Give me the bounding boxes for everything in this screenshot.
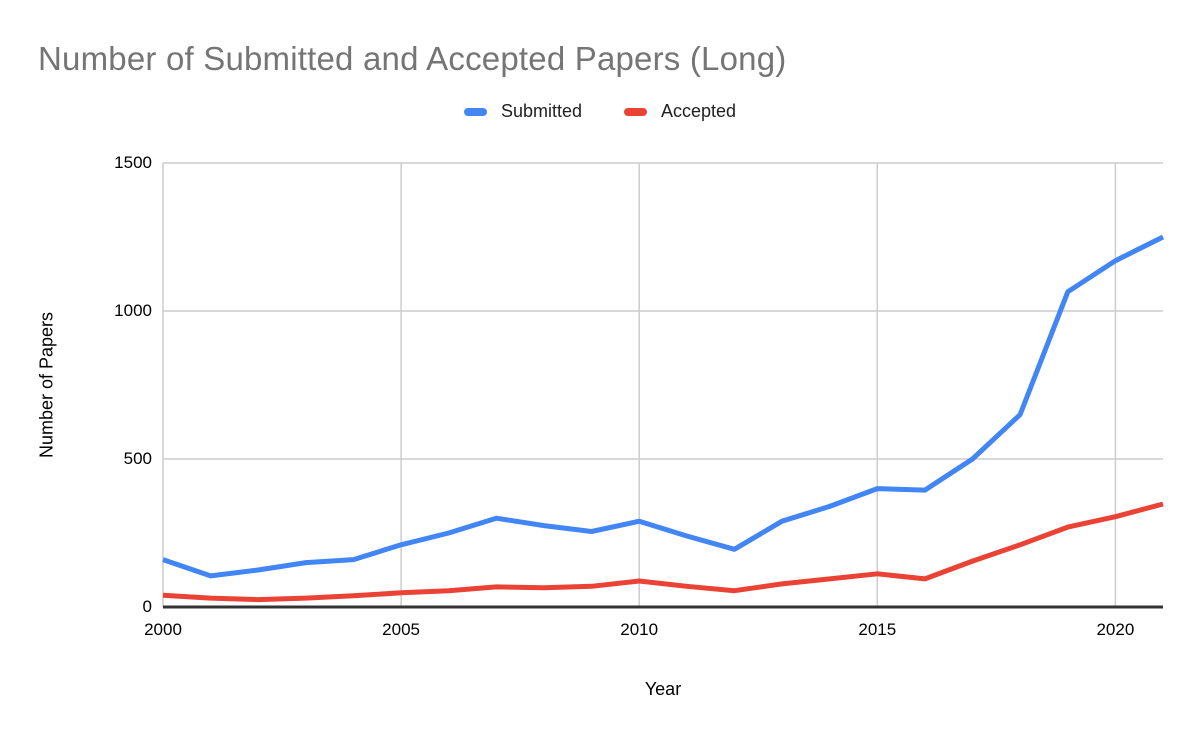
plot-area	[162, 162, 1165, 609]
y-tick-label-0: 0	[142, 597, 152, 616]
accepted-swatch-icon	[623, 107, 647, 116]
x-tick-label-2005: 2005	[382, 620, 421, 639]
chart-title: Number of Submitted and Accepted Papers …	[38, 40, 787, 77]
y-axis-tick-labels: 0 500 1000 1500	[0, 153, 152, 616]
legend-label-accepted: Accepted	[660, 101, 737, 121]
y-tick-label-500: 500	[123, 449, 152, 468]
legend: Submitted Accepted	[0, 101, 1200, 122]
submitted-swatch-icon	[463, 107, 487, 116]
y-axis-title: Number of Papers	[36, 311, 57, 459]
legend-item-accepted: Accepted	[623, 101, 737, 122]
series-line-accepted	[162, 501, 1164, 603]
y-tick-label-1500: 1500	[114, 153, 152, 172]
x-axis-tick-labels: 2000 2005 2010 2015 2020	[144, 620, 1163, 644]
y-tick-label-1000: 1000	[114, 301, 152, 320]
legend-item-submitted: Submitted	[463, 101, 582, 122]
line-chart-svg	[162, 162, 1165, 609]
x-tick-label-2010: 2010	[620, 620, 659, 639]
x-axis-title: Year	[644, 679, 682, 699]
x-tick-label-2000: 2000	[144, 620, 182, 639]
legend-label-submitted: Submitted	[500, 101, 582, 121]
x-tick-label-2015: 2015	[858, 620, 897, 639]
x-tick-label-2020: 2020	[1096, 620, 1135, 639]
series-line-submitted	[162, 234, 1165, 579]
